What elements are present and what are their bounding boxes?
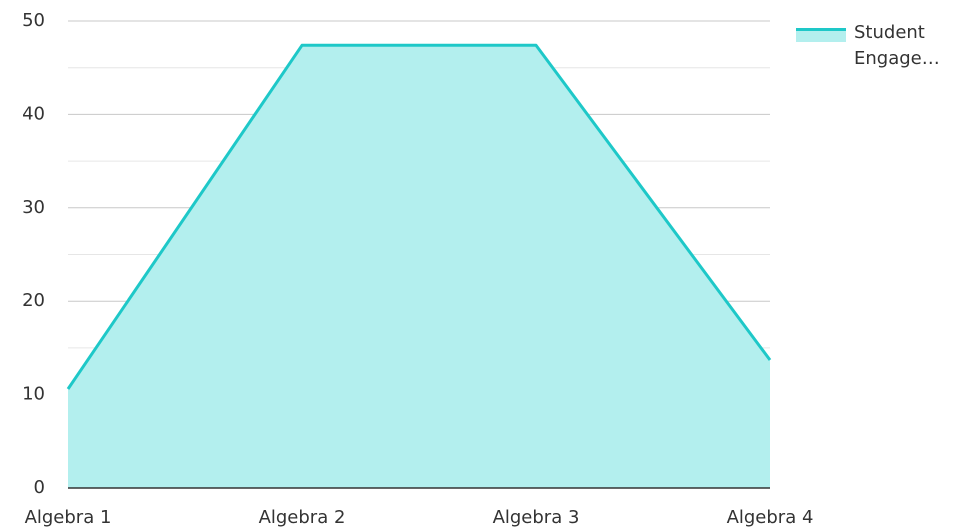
x-tick-label: Algebra 3 xyxy=(493,507,580,528)
y-tick-label: 20 xyxy=(22,290,45,311)
y-tick-label: 40 xyxy=(22,103,45,124)
legend: Student Engage… xyxy=(796,20,962,72)
legend-line xyxy=(796,28,846,31)
x-tick-label: Algebra 4 xyxy=(727,507,814,528)
y-tick-label: 50 xyxy=(22,10,45,31)
legend-swatch xyxy=(796,28,846,42)
area-line xyxy=(66,43,772,390)
x-tick-label: Algebra 1 xyxy=(25,507,112,528)
x-tick-label: Algebra 2 xyxy=(259,507,346,528)
y-tick-label: 10 xyxy=(22,384,45,405)
y-tick-label: 30 xyxy=(22,197,45,218)
legend-label: Student Engage… xyxy=(854,22,940,69)
y-tick-label: 0 xyxy=(34,477,45,498)
area-fill xyxy=(68,45,770,489)
